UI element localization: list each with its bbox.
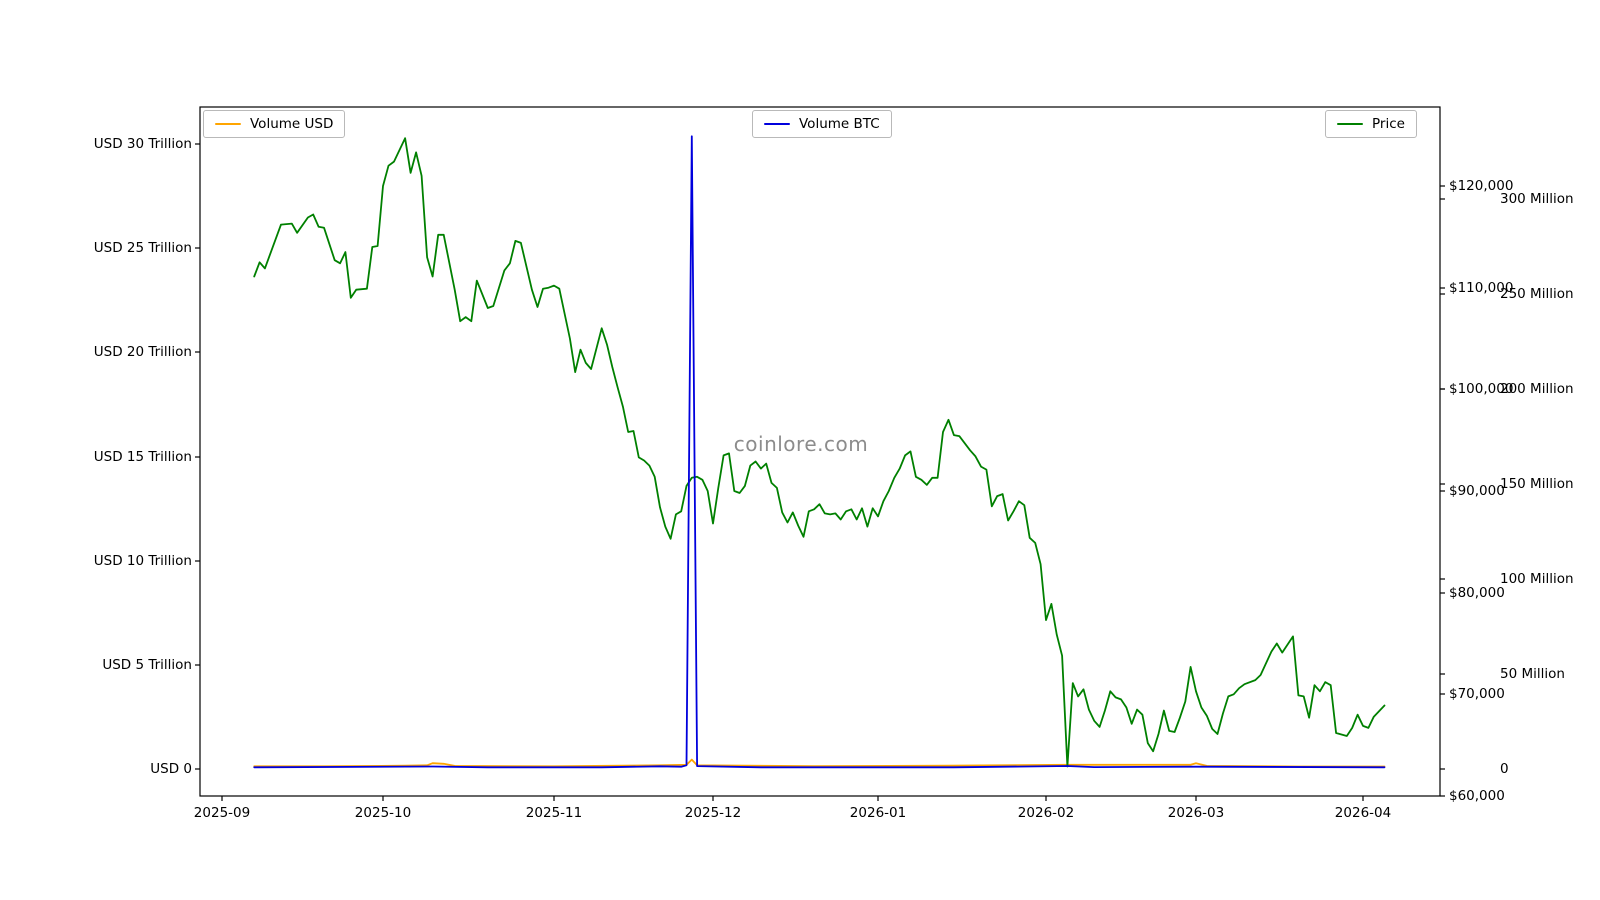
watermark: coinlore.com — [733, 432, 869, 456]
x-axis-tick-label: 2026-02 — [1017, 805, 1075, 821]
btc-axis-tick-label: 100 Million — [1500, 571, 1574, 587]
price-axis-tick-label: $100,000 — [1449, 381, 1514, 397]
btc-axis-tick-label: 250 Million — [1500, 286, 1574, 302]
x-axis-tick-label: 2026-03 — [1167, 805, 1225, 821]
btc-axis-tick-label: 150 Million — [1500, 476, 1574, 492]
axis-tick-marks — [195, 143, 1445, 801]
price-axis-tick-label: $90,000 — [1449, 483, 1505, 499]
btc-axis-tick-label: 300 Million — [1500, 191, 1574, 207]
series-lines — [253, 135, 1386, 769]
legend-volume-usd: Volume USD — [203, 110, 346, 138]
price-axis-tick-label: $80,000 — [1449, 585, 1505, 601]
volume-usd-legend-label: Volume USD — [250, 116, 334, 132]
volume-btc-line — [253, 135, 1386, 769]
usd-axis-tick-label: USD 5 Trillion — [102, 657, 192, 673]
price-line — [253, 137, 1386, 768]
plot-border — [199, 106, 1441, 797]
legend-price: Price — [1325, 110, 1417, 138]
usd-axis-tick-label: USD 25 Trillion — [93, 240, 192, 256]
price-axis-tick-label: $120,000 — [1449, 178, 1514, 194]
usd-axis-tick-label: USD 15 Trillion — [93, 449, 192, 465]
price-axis-tick-label: $110,000 — [1449, 280, 1514, 296]
price-legend-label: Price — [1372, 116, 1405, 132]
x-axis-tick-label: 2026-04 — [1334, 805, 1392, 821]
volume-usd-legend-swatch — [215, 122, 241, 126]
usd-axis-tick-label: USD 30 Trillion — [93, 136, 192, 152]
x-axis-tick-label: 2025-09 — [193, 805, 251, 821]
usd-axis-tick-label: USD 0 — [150, 761, 192, 777]
btc-axis-tick-label: 0 — [1500, 761, 1509, 777]
btc-axis-tick-label: 200 Million — [1500, 381, 1574, 397]
price-axis-tick-label: $70,000 — [1449, 686, 1505, 702]
x-axis-tick-label: 2025-12 — [684, 805, 742, 821]
price-legend-swatch — [1337, 122, 1363, 126]
x-axis-tick-label: 2025-11 — [525, 805, 583, 821]
usd-axis-tick-label: USD 10 Trillion — [93, 553, 192, 569]
volume-btc-legend-swatch — [764, 122, 790, 126]
volume-btc-legend-label: Volume BTC — [799, 116, 880, 132]
x-axis-tick-label: 2025-10 — [354, 805, 412, 821]
usd-axis-tick-label: USD 20 Trillion — [93, 344, 192, 360]
volume-usd-line — [253, 758, 1386, 768]
x-axis-tick-label: 2026-01 — [849, 805, 907, 821]
legend-volume-btc: Volume BTC — [752, 110, 892, 138]
btc-axis-tick-label: 50 Million — [1500, 666, 1565, 682]
price-axis-tick-label: $60,000 — [1449, 788, 1505, 804]
